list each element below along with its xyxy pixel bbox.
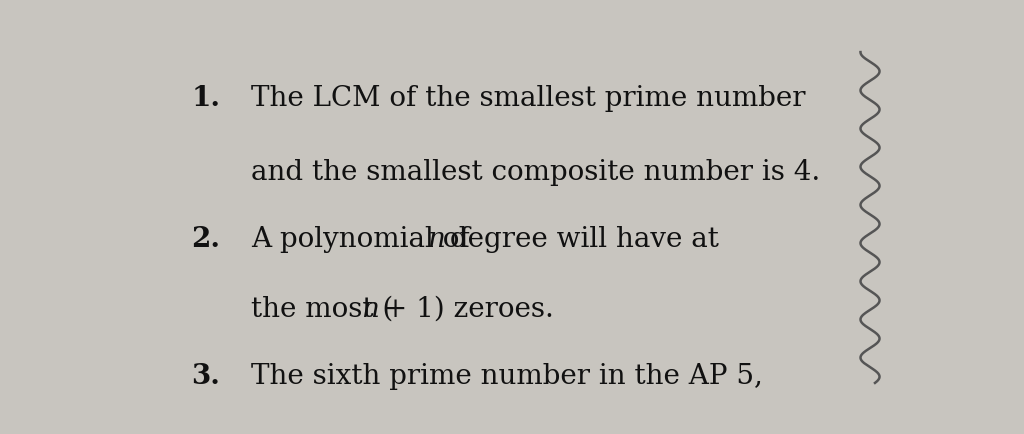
Text: + 1) zeroes.: + 1) zeroes. [375,296,554,323]
Text: 3.: 3. [191,363,220,390]
Text: n: n [427,226,445,253]
Text: 7, 9, … is 17.: 7, 9, … is 17. [243,433,427,434]
Text: A polynomial of: A polynomial of [251,226,478,253]
Text: and the smallest composite number is 4.: and the smallest composite number is 4. [251,159,820,186]
Text: 1.: 1. [191,85,220,112]
Text: the most (: the most ( [251,296,393,323]
Text: The sixth prime number in the AP 5,: The sixth prime number in the AP 5, [251,363,763,390]
Text: 2.: 2. [191,226,220,253]
Text: degree will have at: degree will have at [441,226,719,253]
Text: The LCM of the smallest prime number: The LCM of the smallest prime number [251,85,806,112]
Text: n: n [361,296,379,323]
